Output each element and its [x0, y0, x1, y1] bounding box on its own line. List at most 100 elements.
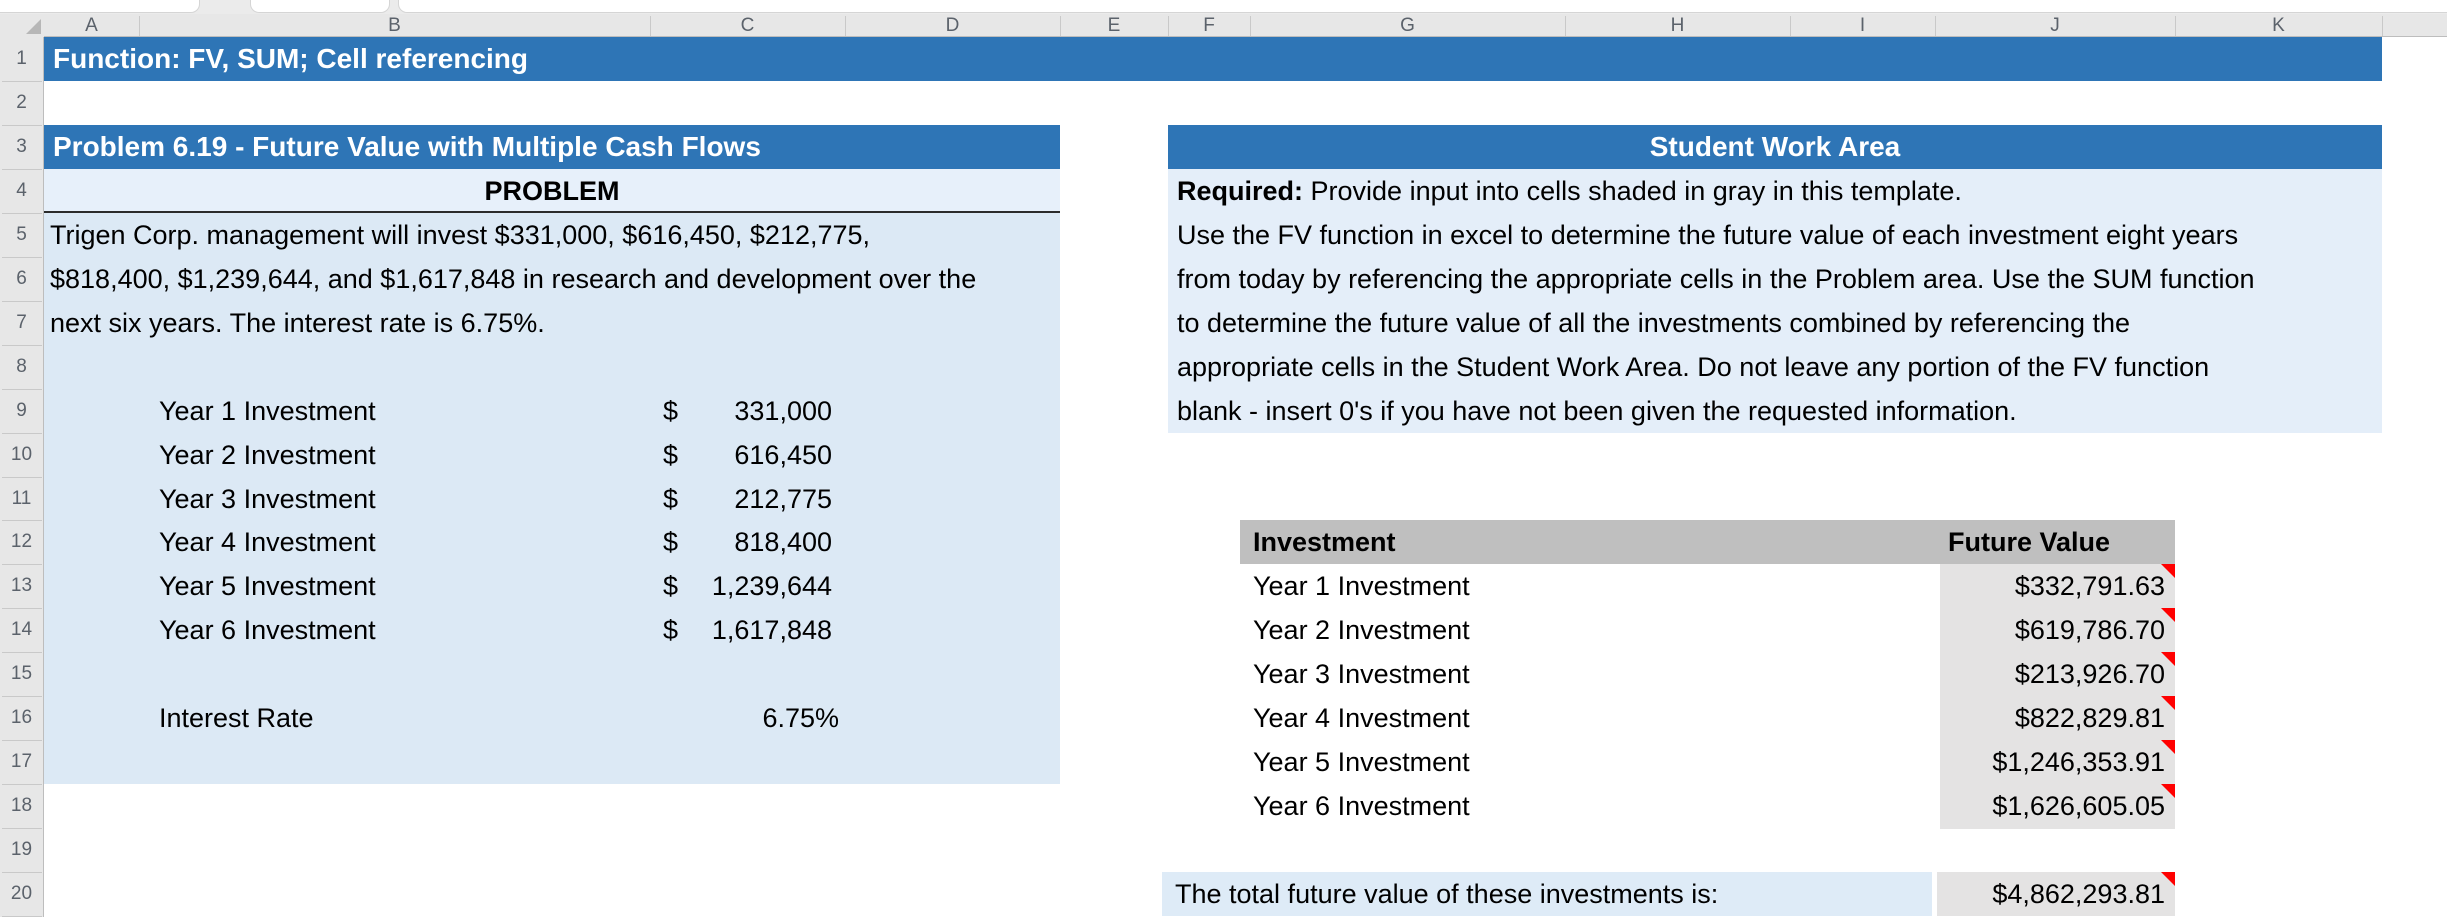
row-divider [2, 388, 42, 390]
investment-label: Year 2 Investment [159, 439, 376, 470]
comment-indicator-icon [2161, 564, 2175, 579]
row-header-18[interactable]: 18 [10, 795, 33, 817]
row-header-17[interactable]: 17 [10, 751, 33, 773]
row-header-14[interactable]: 14 [10, 619, 33, 641]
problem-description-line: $818,400, $1,239,644, and $1,617,848 in … [50, 264, 977, 294]
column-header-strip: A B C D E F G H I J K [0, 14, 2447, 37]
row-header-7[interactable]: 7 [16, 311, 27, 333]
row-header-11[interactable]: 11 [11, 487, 32, 509]
column-divider [139, 16, 140, 36]
column-header-d[interactable]: D [945, 15, 960, 36]
column-divider [2382, 16, 2383, 36]
problem-description-line: next six years. The interest rate is 6.7… [50, 308, 545, 338]
row-divider [2, 344, 42, 346]
row-header-8[interactable]: 8 [16, 355, 27, 377]
required-instruction-line: Use the FV function in excel to determin… [1177, 220, 2239, 250]
comment-indicator-icon [2161, 784, 2175, 799]
row-header-strip: 123456789101112131415161718192021 [0, 37, 44, 917]
column-divider [650, 16, 651, 36]
row-header-6[interactable]: 6 [16, 267, 27, 289]
select-all-triangle-icon [26, 19, 41, 34]
row-divider [2, 828, 42, 830]
currency-symbol: $ [663, 483, 679, 514]
investment-column-header: Investment [1253, 527, 1396, 557]
column-divider [1565, 16, 1566, 36]
future-value-result: $822,829.81 [2014, 703, 2165, 734]
required-instruction-text: Provide input into cells shaded in gray … [1303, 176, 1962, 206]
column-header-j[interactable]: J [2050, 15, 2060, 36]
investment-amount: 1,239,644 [711, 571, 832, 602]
column-divider [1935, 16, 1936, 36]
column-header-a[interactable]: A [85, 15, 98, 36]
row-header-3[interactable]: 3 [16, 135, 27, 157]
future-value-input-cell[interactable]: $332,791.63 [1940, 564, 2175, 609]
row-header-10[interactable]: 10 [10, 443, 33, 465]
column-header-c[interactable]: C [740, 15, 755, 36]
floating-panel-edge [398, 0, 2447, 13]
column-divider [1168, 16, 1169, 36]
row-header-15[interactable]: 15 [10, 663, 33, 685]
row-divider [2, 520, 42, 522]
column-header-g[interactable]: G [1400, 15, 1415, 36]
investment-amount: 331,000 [734, 395, 832, 426]
column-header-e[interactable]: E [1107, 15, 1121, 36]
sheet-title-cell: Function: FV, SUM; Cell referencing [44, 37, 2382, 81]
investment-label: Year 6 Investment [159, 615, 376, 646]
row-divider [2, 872, 42, 874]
result-row-label: Year 4 Investment [1253, 703, 1470, 734]
future-value-result: $1,626,605.05 [1992, 791, 2165, 822]
column-divider [1250, 16, 1251, 36]
column-header-h[interactable]: H [1670, 15, 1685, 36]
row-divider [2, 564, 42, 566]
future-value-input-cell[interactable]: $1,246,353.91 [1940, 740, 2175, 785]
investment-label: Year 3 Investment [159, 483, 376, 514]
total-label-cell: The total future value of these investme… [1162, 872, 1932, 916]
interest-rate-value: 6.75% [762, 703, 839, 733]
row-header-12[interactable]: 12 [10, 531, 33, 553]
row-divider [2, 740, 42, 742]
future-value-input-cell[interactable]: $1,626,605.05 [1940, 784, 2175, 829]
interest-rate-label: Interest Rate [159, 703, 314, 733]
currency-symbol: $ [663, 439, 679, 470]
row-header-16[interactable]: 16 [10, 707, 33, 729]
required-instruction-line: Required: Provide input into cells shade… [1177, 169, 1962, 213]
total-future-value: $4,862,293.81 [1992, 879, 2165, 909]
row-header-4[interactable]: 4 [16, 179, 27, 201]
comment-indicator-icon [2161, 696, 2175, 711]
future-value-column-header: Future Value [1948, 527, 2111, 557]
row-header-9[interactable]: 9 [16, 399, 27, 421]
row-header-1[interactable]: 1 [16, 48, 27, 69]
row-divider [2, 168, 42, 170]
select-all-button[interactable] [0, 14, 44, 37]
result-row-label: Year 2 Investment [1253, 615, 1470, 646]
future-value-result: $1,246,353.91 [1992, 747, 2165, 778]
future-value-input-cell[interactable]: $213,926.70 [1940, 652, 2175, 697]
row-header-2[interactable]: 2 [16, 91, 27, 113]
comment-indicator-icon [2161, 652, 2175, 667]
row-header-20[interactable]: 20 [10, 883, 33, 905]
column-header-k[interactable]: K [2272, 15, 2285, 36]
results-table-header-row: Investment Future Value [1240, 520, 2175, 564]
row-divider [2, 476, 42, 478]
required-instruction-line: from today by referencing the appropriat… [1177, 264, 2255, 294]
investment-label: Year 4 Investment [159, 527, 376, 558]
column-divider [1060, 16, 1061, 36]
required-area-background [1168, 169, 2382, 433]
future-value-input-cell[interactable]: $822,829.81 [1940, 696, 2175, 741]
total-future-value-cell[interactable]: $4,862,293.81 [1937, 872, 2175, 916]
column-header-i[interactable]: I [1859, 15, 1866, 36]
row-header-13[interactable]: 13 [10, 575, 33, 597]
result-row-label: Year 1 Investment [1253, 571, 1470, 602]
row-divider [2, 256, 42, 258]
student-work-area-banner: Student Work Area [1168, 125, 2382, 169]
row-header-5[interactable]: 5 [16, 223, 27, 245]
row-header-19[interactable]: 19 [10, 839, 33, 861]
problem-description-line: Trigen Corp. management will invest $331… [50, 220, 871, 250]
investment-amount: 616,450 [734, 439, 832, 470]
problem-area-background [44, 169, 1060, 784]
column-header-f[interactable]: F [1203, 15, 1215, 36]
future-value-input-cell[interactable]: $619,786.70 [1940, 608, 2175, 653]
column-header-b[interactable]: B [388, 15, 401, 36]
comment-indicator-icon [2161, 740, 2175, 755]
result-row-label: Year 3 Investment [1253, 659, 1470, 690]
